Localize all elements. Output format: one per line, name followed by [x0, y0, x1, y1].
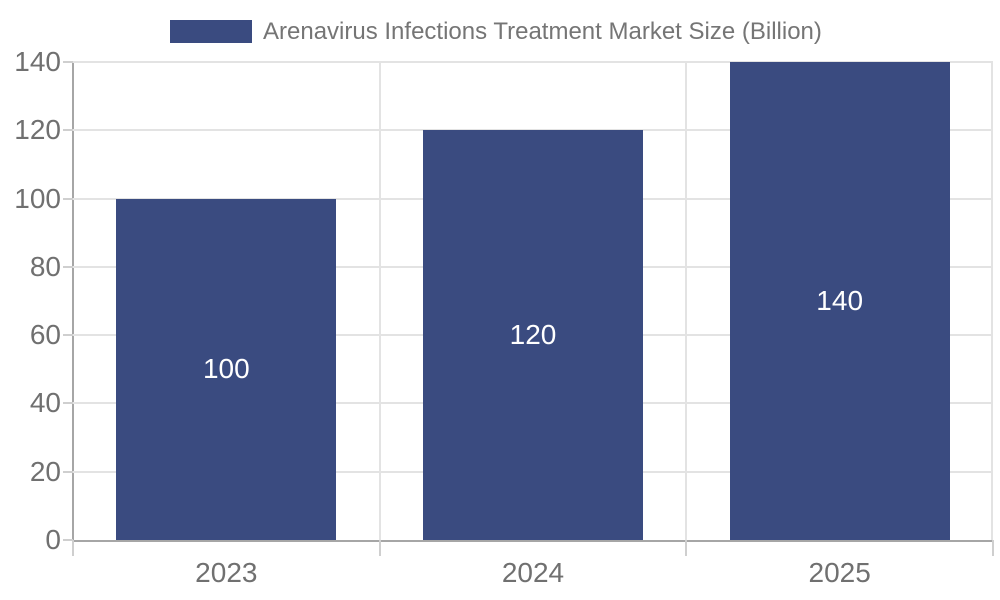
gridline-h [73, 61, 993, 63]
x-tick-label: 2024 [501, 557, 565, 588]
x-tick-mark [72, 540, 74, 556]
legend-label: Arenavirus Infections Treatment Market S… [263, 18, 822, 45]
y-tick-mark [63, 129, 73, 132]
x-tick-label: 2025 [808, 557, 871, 588]
y-tick-label: 100 [14, 182, 61, 214]
bar: 100 [116, 198, 337, 540]
y-tick-label: 80 [29, 250, 61, 282]
y-tick-label: 20 [29, 455, 61, 487]
x-tick-label: 2023 [195, 557, 258, 588]
y-tick-mark [63, 265, 73, 268]
y-tick-mark [63, 197, 73, 200]
y-tick-mark [63, 539, 73, 541]
x-tick-mark [685, 540, 687, 556]
bar-value-label: 100 [202, 353, 250, 385]
bar-value-label: 120 [509, 319, 557, 351]
y-tick-mark [63, 61, 73, 63]
y-axis-spine [72, 62, 74, 556]
bar: 120 [423, 130, 643, 540]
y-tick-label: 60 [29, 319, 61, 351]
y-tick-label: 40 [29, 387, 61, 419]
x-tick-mark [379, 540, 381, 556]
gridline-v [378, 62, 381, 540]
gridline-v [685, 62, 688, 540]
y-tick-mark [63, 334, 73, 337]
y-tick-label: 140 [14, 46, 61, 77]
y-tick-label: 120 [14, 114, 61, 146]
y-tick-mark [63, 402, 73, 405]
bar: 140 [729, 62, 950, 540]
legend-swatch [170, 20, 252, 43]
x-tick-mark [992, 540, 994, 556]
gridline-v [991, 62, 993, 540]
y-tick-label: 0 [45, 524, 61, 555]
bar-value-label: 140 [816, 285, 864, 316]
gridline-h [73, 129, 993, 132]
y-tick-mark [63, 470, 73, 473]
plot-area: 100 120 140 [73, 61, 993, 540]
x-axis-line [73, 540, 993, 542]
